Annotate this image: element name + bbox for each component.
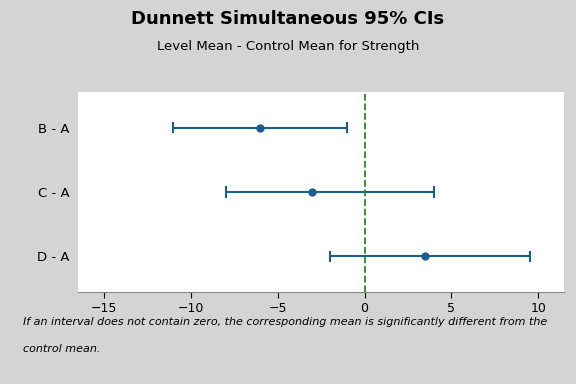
Text: control mean.: control mean.: [23, 344, 100, 354]
Text: Level Mean - Control Mean for Strength: Level Mean - Control Mean for Strength: [157, 40, 419, 53]
Text: If an interval does not contain zero, the corresponding mean is significantly di: If an interval does not contain zero, th…: [23, 317, 547, 327]
Text: Dunnett Simultaneous 95% CIs: Dunnett Simultaneous 95% CIs: [131, 10, 445, 28]
